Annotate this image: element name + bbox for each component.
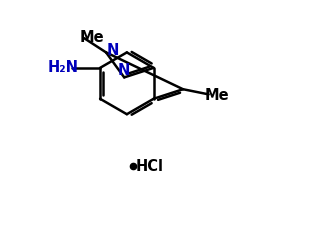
Text: H₂N: H₂N <box>47 60 78 75</box>
Text: N: N <box>118 63 130 78</box>
Text: HCl: HCl <box>136 159 164 173</box>
Text: Me: Me <box>80 30 105 45</box>
Text: N: N <box>107 43 119 58</box>
Text: Me: Me <box>204 88 229 103</box>
